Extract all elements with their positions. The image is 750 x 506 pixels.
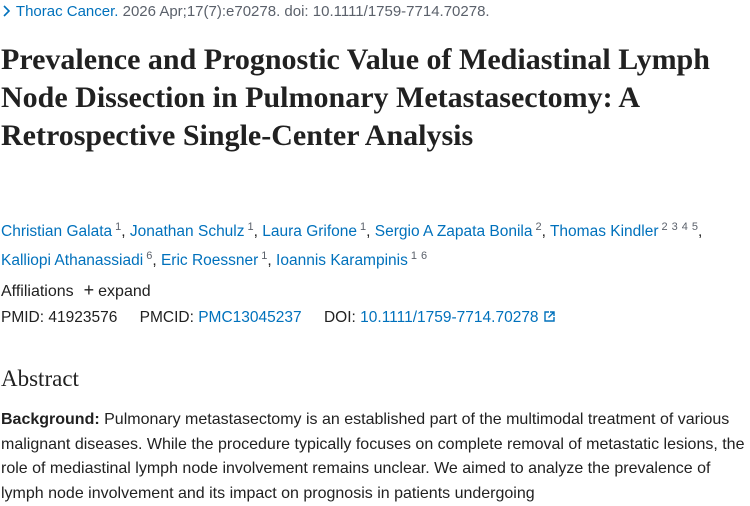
author-link[interactable]: Eric Roessner — [160, 252, 259, 270]
abstract-heading: Abstract — [1, 366, 79, 391]
affiliations-row: Affiliations + expand — [1, 280, 151, 301]
citation: Thorac Cancer. 2026 Apr;17(7):e70278. do… — [2, 3, 490, 20]
author: Ioannis Karampinis 1 6 — [276, 250, 427, 270]
affiliation-ref[interactable]: 1 — [360, 221, 367, 233]
article-title: Prevalence and Prognostic Value of Media… — [1, 43, 710, 152]
affiliations-label: Affiliations — [1, 283, 74, 300]
author-link[interactable]: Ioannis Karampinis — [276, 252, 408, 270]
affiliation-ref[interactable]: 2 — [661, 221, 668, 233]
affiliation-ref[interactable]: 1 — [247, 221, 254, 233]
affiliation-refs: 1 — [261, 250, 267, 262]
affiliation-refs: 2 — [535, 221, 541, 233]
author: Jonathan Schulz 1 — [129, 221, 262, 241]
author: Christian Galata 1 — [1, 221, 130, 241]
affiliation-ref[interactable]: 3 — [671, 221, 678, 233]
abstract-paragraph: Background: Pulmonary metastasectomy is … — [1, 408, 746, 506]
author-link[interactable]: Thomas Kindler — [549, 223, 659, 241]
affiliation-ref[interactable]: 6 — [420, 250, 428, 263]
affiliation-refs: 6 — [146, 250, 152, 262]
expand-toggle[interactable]: expand — [98, 283, 151, 300]
background-label: Background: — [1, 411, 100, 428]
affiliation-refs: 1 — [360, 221, 366, 233]
affiliation-ref[interactable]: 1 — [410, 250, 417, 263]
external-link-icon — [544, 311, 555, 322]
author-link[interactable]: Jonathan Schulz — [129, 223, 245, 241]
pmid: 41923576 — [48, 309, 118, 326]
author-link[interactable]: Christian Galata — [1, 223, 113, 241]
affiliation-refs: 1 — [115, 221, 121, 233]
author: Thomas Kindler 2 3 4 5 — [549, 221, 702, 241]
citation-details: 2026 Apr;17(7):e70278. doi: 10.1111/1759… — [122, 3, 490, 20]
author-link[interactable]: Kalliopi Athanassiadi — [1, 252, 144, 270]
pmid-label: PMID: — [1, 309, 45, 326]
author-link[interactable]: Sergio A Zapata Bonila — [374, 223, 533, 241]
doi-link[interactable]: 10.1111/1759-7714.70278 — [360, 309, 539, 326]
pmcid-label: PMCID: — [139, 309, 194, 326]
author-link[interactable]: Laura Grifone — [262, 223, 358, 241]
chevron-icon — [3, 5, 11, 17]
background-text: Pulmonary metastasectomy is an establish… — [1, 411, 745, 502]
affiliation-ref[interactable]: 5 — [691, 221, 698, 233]
affiliation-ref[interactable]: 2 — [535, 221, 542, 233]
affiliation-ref[interactable]: 1 — [115, 221, 122, 233]
affiliation-ref[interactable]: 4 — [681, 221, 688, 233]
author: Kalliopi Athanassiadi 6 — [1, 250, 161, 270]
affiliation-ref[interactable]: 6 — [146, 250, 153, 263]
author: Laura Grifone 1 — [262, 221, 375, 241]
pmcid-link[interactable]: PMC13045237 — [198, 309, 302, 326]
identifiers: PMID: 41923576 PMCID: PMC13045237 DOI: 1… — [1, 309, 556, 327]
journal-link[interactable]: Thorac Cancer. — [15, 3, 119, 20]
author: Eric Roessner 1 — [160, 250, 276, 270]
doi-label: DOI: — [323, 309, 356, 326]
affiliation-refs: 1 — [248, 221, 254, 233]
affiliation-ref[interactable]: 1 — [261, 250, 268, 263]
author: Sergio A Zapata Bonila 2 — [374, 221, 550, 241]
plus-icon: + — [83, 280, 95, 300]
